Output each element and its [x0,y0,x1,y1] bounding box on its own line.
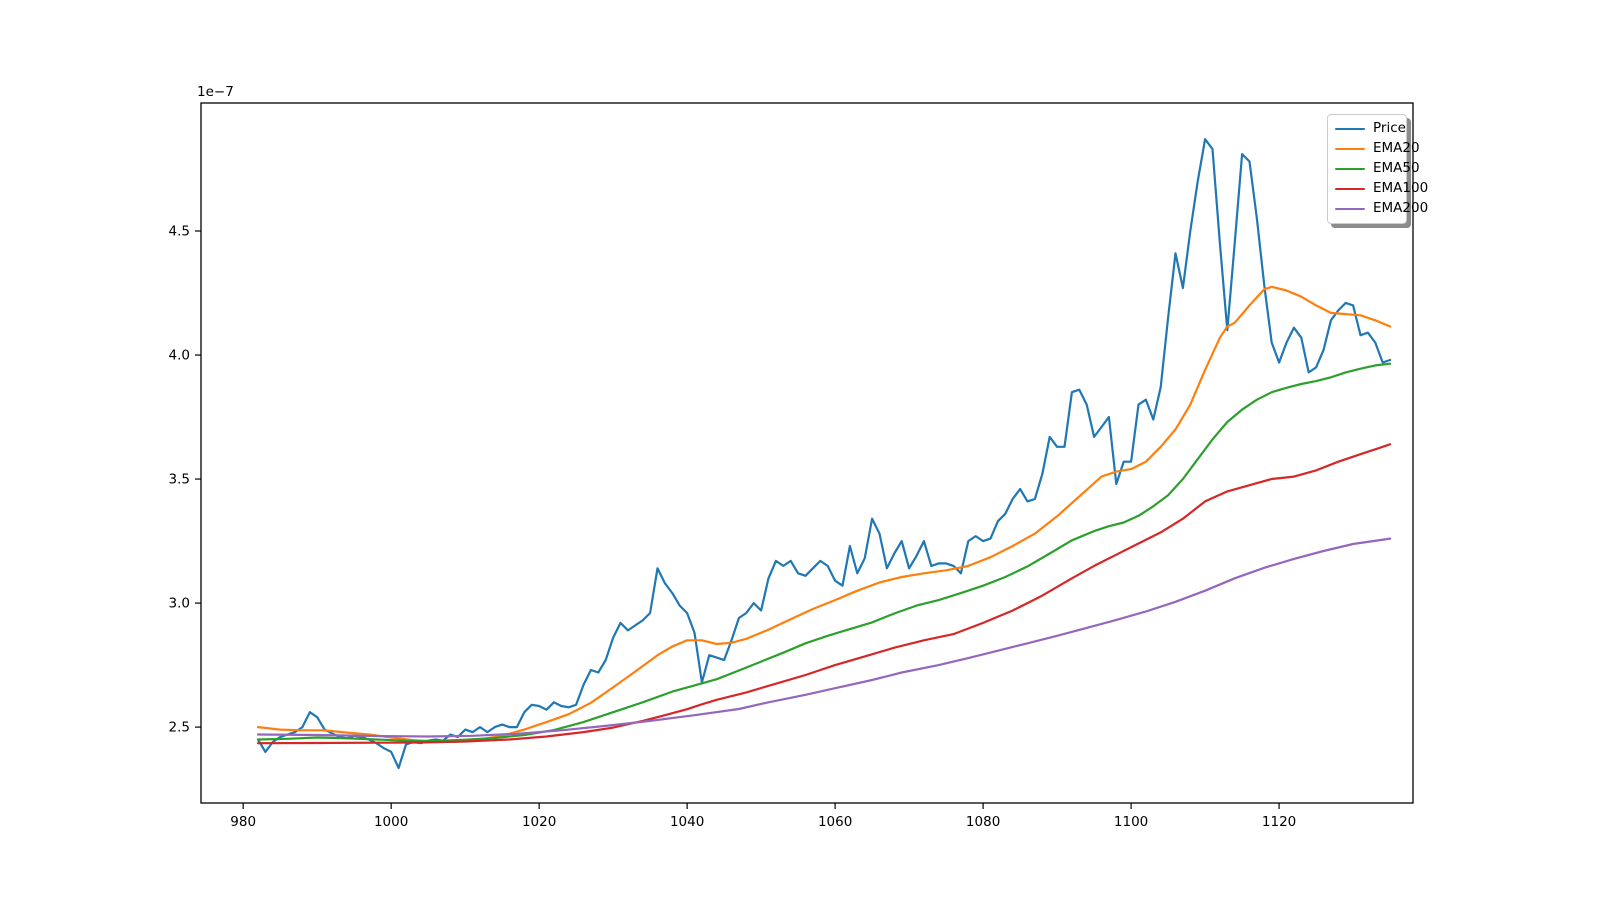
legend-line-sample-ema50 [1335,167,1365,171]
legend-item-price: Price [1335,119,1406,139]
x-tick-label: 1020 [522,814,556,830]
legend-item-ema50: EMA50 [1335,159,1420,179]
x-tick-label: 1040 [670,814,704,830]
legend-item-ema200: EMA200 [1335,199,1428,219]
legend-label: Price [1373,120,1406,137]
legend-item-ema20: EMA20 [1335,139,1420,159]
series-line-ema100 [256,443,1392,745]
x-tick-label: 1100 [1114,814,1148,830]
y-tick-label: 4.5 [169,223,190,239]
legend: Price EMA20 EMA50 EMA100 EMA200 [1327,114,1428,224]
x-tick-label: 1060 [818,814,852,830]
y-tick-label: 3.0 [169,596,190,612]
series-line-ema50 [256,362,1392,743]
legend-line-sample-ema200 [1335,207,1365,211]
legend-label: EMA50 [1373,160,1420,177]
legend-label: EMA20 [1373,140,1420,157]
series-line-ema20 [256,285,1392,744]
x-tick-label: 980 [230,814,256,830]
legend-item-ema100: EMA100 [1335,179,1428,199]
legend-label: EMA100 [1373,180,1429,197]
legend-label: EMA200 [1373,200,1429,217]
y-tick-label: 2.5 [169,720,190,736]
legend-line-sample-ema100 [1335,187,1365,191]
y-axis-offset-text: 1e−7 [197,84,234,100]
y-tick-label: 4.0 [169,348,190,364]
series-line-price [256,138,1392,770]
axes-spines [200,102,1414,804]
y-tick-label: 3.5 [169,472,190,488]
series-line-ema200 [256,537,1392,738]
x-tick-label: 1000 [374,814,408,830]
legend-line-sample-ema20 [1335,147,1365,151]
x-tick-label: 1080 [966,814,1000,830]
legend-line-sample-price [1335,127,1365,131]
x-tick-label: 1120 [1262,814,1296,830]
